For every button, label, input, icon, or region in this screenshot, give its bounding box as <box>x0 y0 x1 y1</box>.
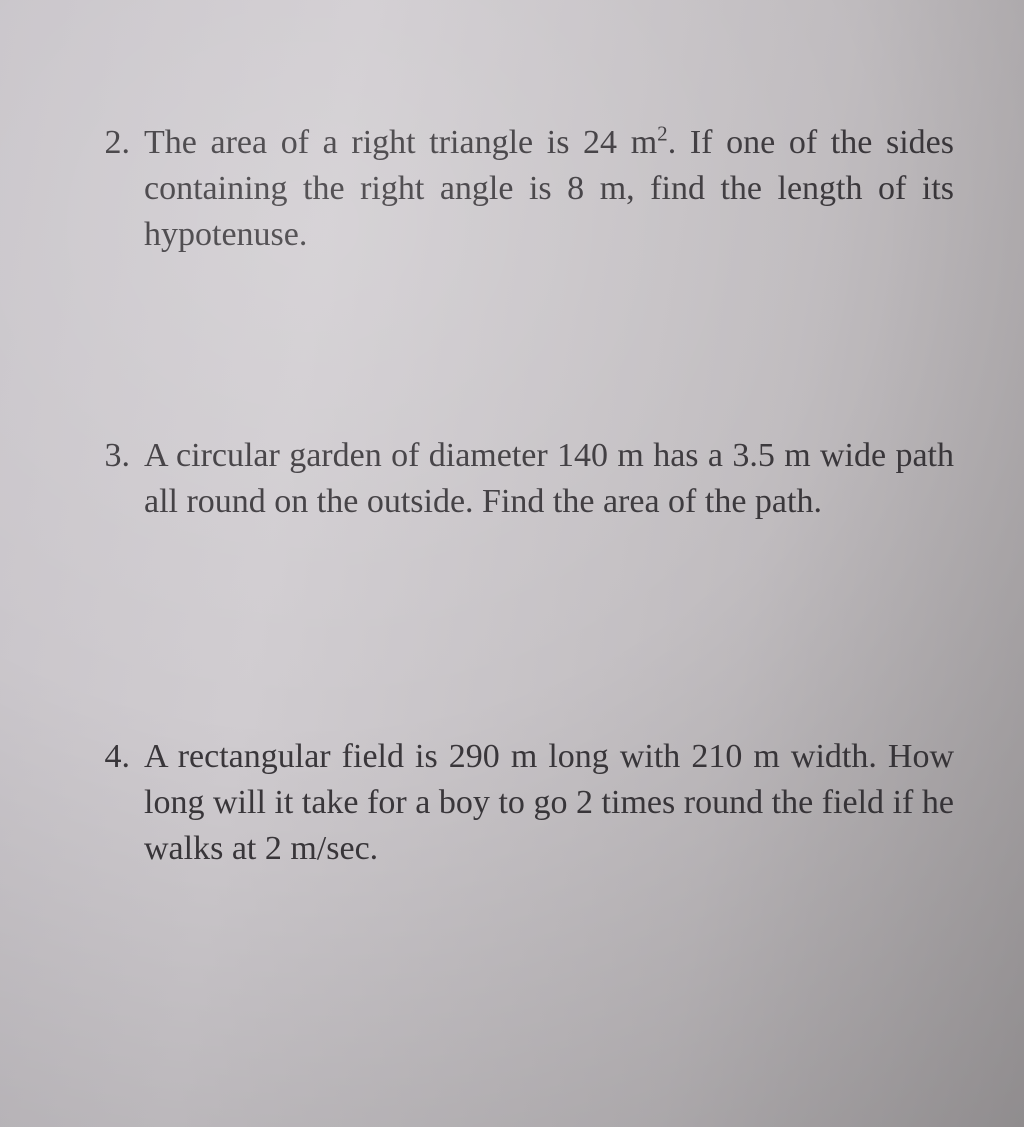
question-3: 3. A circular garden of diameter 140 m h… <box>70 433 964 525</box>
spacer <box>70 258 964 433</box>
question-text: A rectangular field is 290 m long with 2… <box>144 734 964 872</box>
question-number: 2. <box>70 120 144 166</box>
question-2: 2. The area of a right triangle is 24 m2… <box>70 120 964 258</box>
question-4: 4. A rectangular field is 290 m long wit… <box>70 734 964 872</box>
question-text: The area of a right triangle is 24 m2. I… <box>144 120 964 258</box>
question-number: 3. <box>70 433 144 479</box>
spacer <box>70 524 964 734</box>
question-number: 4. <box>70 734 144 780</box>
question-text: A circular garden of diameter 140 m has … <box>144 433 964 525</box>
